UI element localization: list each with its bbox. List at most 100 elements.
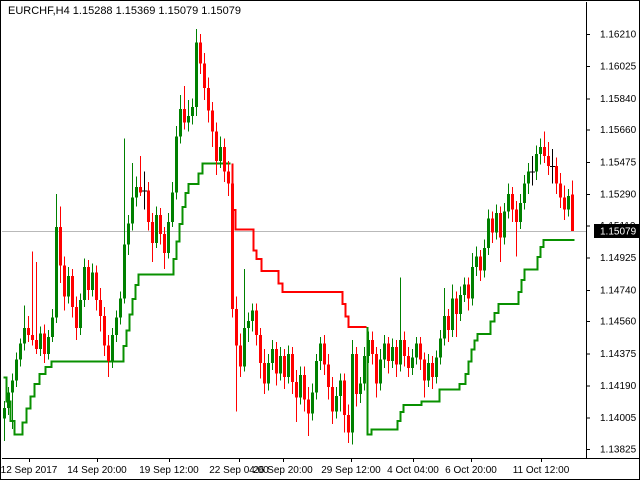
candle-body (119, 298, 122, 318)
candle-body (111, 335, 114, 362)
price-axis-label: 1.15475 (600, 157, 637, 168)
price-axis-label: 1.14190 (600, 381, 637, 392)
candle-body (343, 380, 346, 416)
indicator-green-segment (3, 162, 231, 436)
candle-body (415, 343, 418, 358)
candle-body (115, 317, 118, 336)
price-axis-label: 1.15290 (600, 190, 637, 201)
time-axis-label: 4 Oct 04:00 (387, 465, 439, 476)
candle-body (459, 295, 462, 315)
candle-body (75, 307, 78, 329)
candle-body (147, 190, 150, 222)
candle-body (271, 348, 274, 363)
candle-body (203, 63, 206, 88)
candle-body (47, 336, 50, 355)
candle-body (139, 187, 142, 193)
candle-body (395, 347, 398, 365)
candle-body (359, 383, 362, 395)
candle-body (91, 272, 94, 290)
candle-body (563, 197, 566, 210)
candle-body (63, 265, 66, 297)
candle-body (275, 348, 278, 374)
candle-body (319, 343, 322, 362)
candle-body (387, 343, 390, 362)
candle-body (331, 387, 334, 412)
candle-body (567, 195, 570, 210)
candle-body (223, 147, 226, 172)
candle-body (263, 362, 266, 384)
candle-body (419, 343, 422, 360)
candle-body (95, 272, 98, 301)
time-axis-label: 19 Sep 12:00 (139, 465, 199, 476)
candle-body (235, 308, 238, 346)
candle-body (107, 345, 110, 362)
candle-body (371, 340, 374, 355)
candle-body (211, 110, 214, 132)
candle-body (351, 354, 354, 433)
candle-body (83, 267, 86, 301)
candle-body (423, 359, 426, 381)
price-axis-label: 1.15840 (600, 94, 637, 105)
candle-body (243, 328, 246, 367)
candle-body (71, 275, 74, 308)
candle-body (199, 42, 202, 64)
candle-body (571, 194, 574, 231)
candle-body (495, 213, 498, 233)
candle-body (435, 357, 438, 377)
candle-body (59, 227, 62, 266)
candle-body (239, 345, 242, 367)
candle-body (499, 213, 502, 238)
chart-title: EURCHF,H4 1.15288 1.15369 1.15079 1.1507… (8, 5, 242, 17)
candle-body (267, 362, 270, 384)
candle-body (339, 380, 342, 396)
candle-body (67, 275, 70, 297)
candle-body (539, 147, 542, 155)
candle-body (555, 166, 558, 184)
candle-body (155, 214, 158, 243)
price-axis-label: 1.14560 (600, 317, 637, 328)
candle-body (411, 357, 414, 369)
candle-body (375, 354, 378, 384)
candle-body (447, 315, 450, 330)
candle-body (159, 214, 162, 235)
candle-body (123, 244, 126, 299)
candle-body (207, 87, 210, 111)
candle-body (451, 298, 454, 330)
candle-body (15, 359, 18, 381)
candle-body (135, 187, 138, 198)
price-axis-label: 1.16025 (600, 62, 637, 73)
candle-body (23, 328, 26, 344)
candle-body (307, 399, 310, 414)
candle-body (187, 115, 190, 123)
candle-body (219, 147, 222, 162)
candle-body (443, 315, 446, 339)
candle-body (327, 364, 330, 388)
candle-body (259, 335, 262, 363)
candle-body (7, 392, 10, 409)
price-axis-label: 1.14925 (600, 253, 637, 264)
candle-body (43, 333, 46, 355)
candle-body (487, 218, 490, 249)
candle-body (175, 136, 178, 193)
candle-body (383, 343, 386, 360)
time-axis-label: 26 Sep 20:00 (253, 465, 313, 476)
candle-body (391, 347, 394, 362)
indicator-green-segment (366, 238, 575, 436)
price-axis-label: 1.15660 (600, 125, 637, 136)
candle-body (399, 340, 402, 365)
candle-body (367, 340, 370, 356)
price-axis-label: 1.14740 (600, 285, 637, 296)
candle-body (27, 328, 30, 336)
candle-body (467, 284, 470, 299)
candle-body (179, 108, 182, 137)
candle-body (547, 155, 550, 167)
candle-body (127, 223, 130, 245)
candle-body (527, 171, 530, 184)
candle-body (191, 107, 194, 116)
candle-body (511, 194, 514, 210)
candle-body (283, 355, 286, 377)
candle-body (295, 382, 298, 398)
candle-body (503, 211, 506, 238)
